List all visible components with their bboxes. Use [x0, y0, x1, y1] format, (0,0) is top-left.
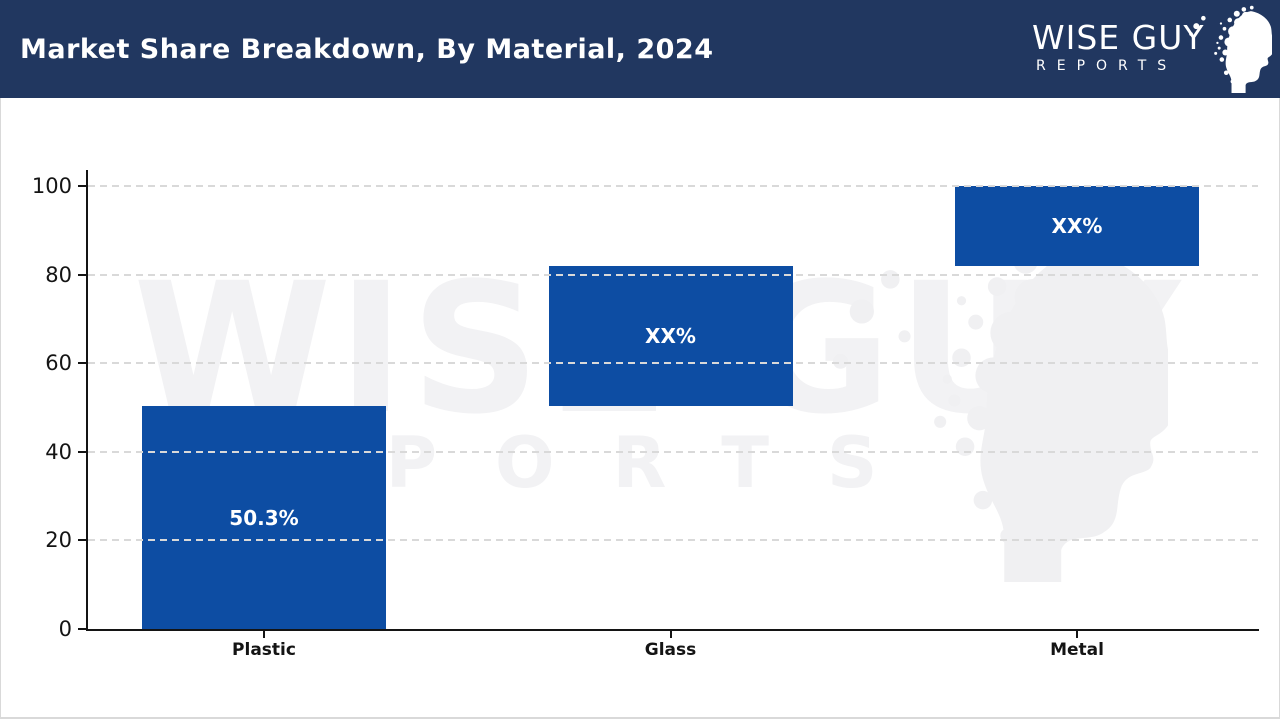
gridline: [88, 273, 1258, 276]
logo-wordmark: WISE GUY: [1032, 18, 1205, 57]
x-axis-tick: [669, 631, 672, 638]
header-bar: Market Share Breakdown, By Material, 202…: [0, 0, 1280, 98]
y-axis-tick: [78, 273, 86, 276]
y-axis-tick: [78, 362, 86, 365]
page-border-left: [0, 98, 1, 719]
y-axis-tick-label: 20: [45, 528, 72, 553]
y-axis-tick: [78, 450, 86, 453]
bar-metal: [955, 186, 1199, 266]
bar-value-label: XX%: [645, 323, 696, 348]
bar-glass: [548, 265, 793, 407]
y-axis-tick-label: 60: [45, 351, 72, 376]
y-axis-tick: [78, 185, 86, 187]
y-axis-tick-label: 100: [31, 174, 72, 198]
y-axis-tick: [78, 628, 86, 630]
gridline: [88, 539, 1258, 542]
x-axis-tick: [263, 631, 265, 638]
bar-plastic: [142, 406, 386, 629]
y-axis-tick: [78, 539, 86, 542]
y-axis-tick-label: 80: [45, 262, 72, 287]
logo-dotted-head-icon: [1189, 5, 1272, 93]
gridline: [88, 450, 1258, 453]
bar-value-label: 50.3%: [229, 505, 299, 530]
bar-value-label: XX%: [1051, 213, 1103, 238]
y-axis-line: [86, 170, 88, 631]
category-label-metal: Metal: [1050, 640, 1104, 660]
gridline: [88, 185, 1258, 187]
category-label-plastic: Plastic: [232, 640, 296, 660]
y-axis-tick-label: 40: [45, 439, 72, 464]
brand-logo: WISE GUY REPORTS: [1024, 0, 1272, 98]
y-axis-tick-label: 0: [58, 617, 72, 641]
gridline: [88, 362, 1258, 365]
x-axis-line: [86, 629, 1259, 631]
x-axis-tick: [1076, 631, 1078, 638]
page-title: Market Share Breakdown, By Material, 202…: [20, 33, 714, 65]
page-border-bottom: [0, 717, 1280, 719]
category-label-glass: Glass: [644, 640, 697, 660]
logo-subtitle: REPORTS: [1036, 58, 1178, 74]
